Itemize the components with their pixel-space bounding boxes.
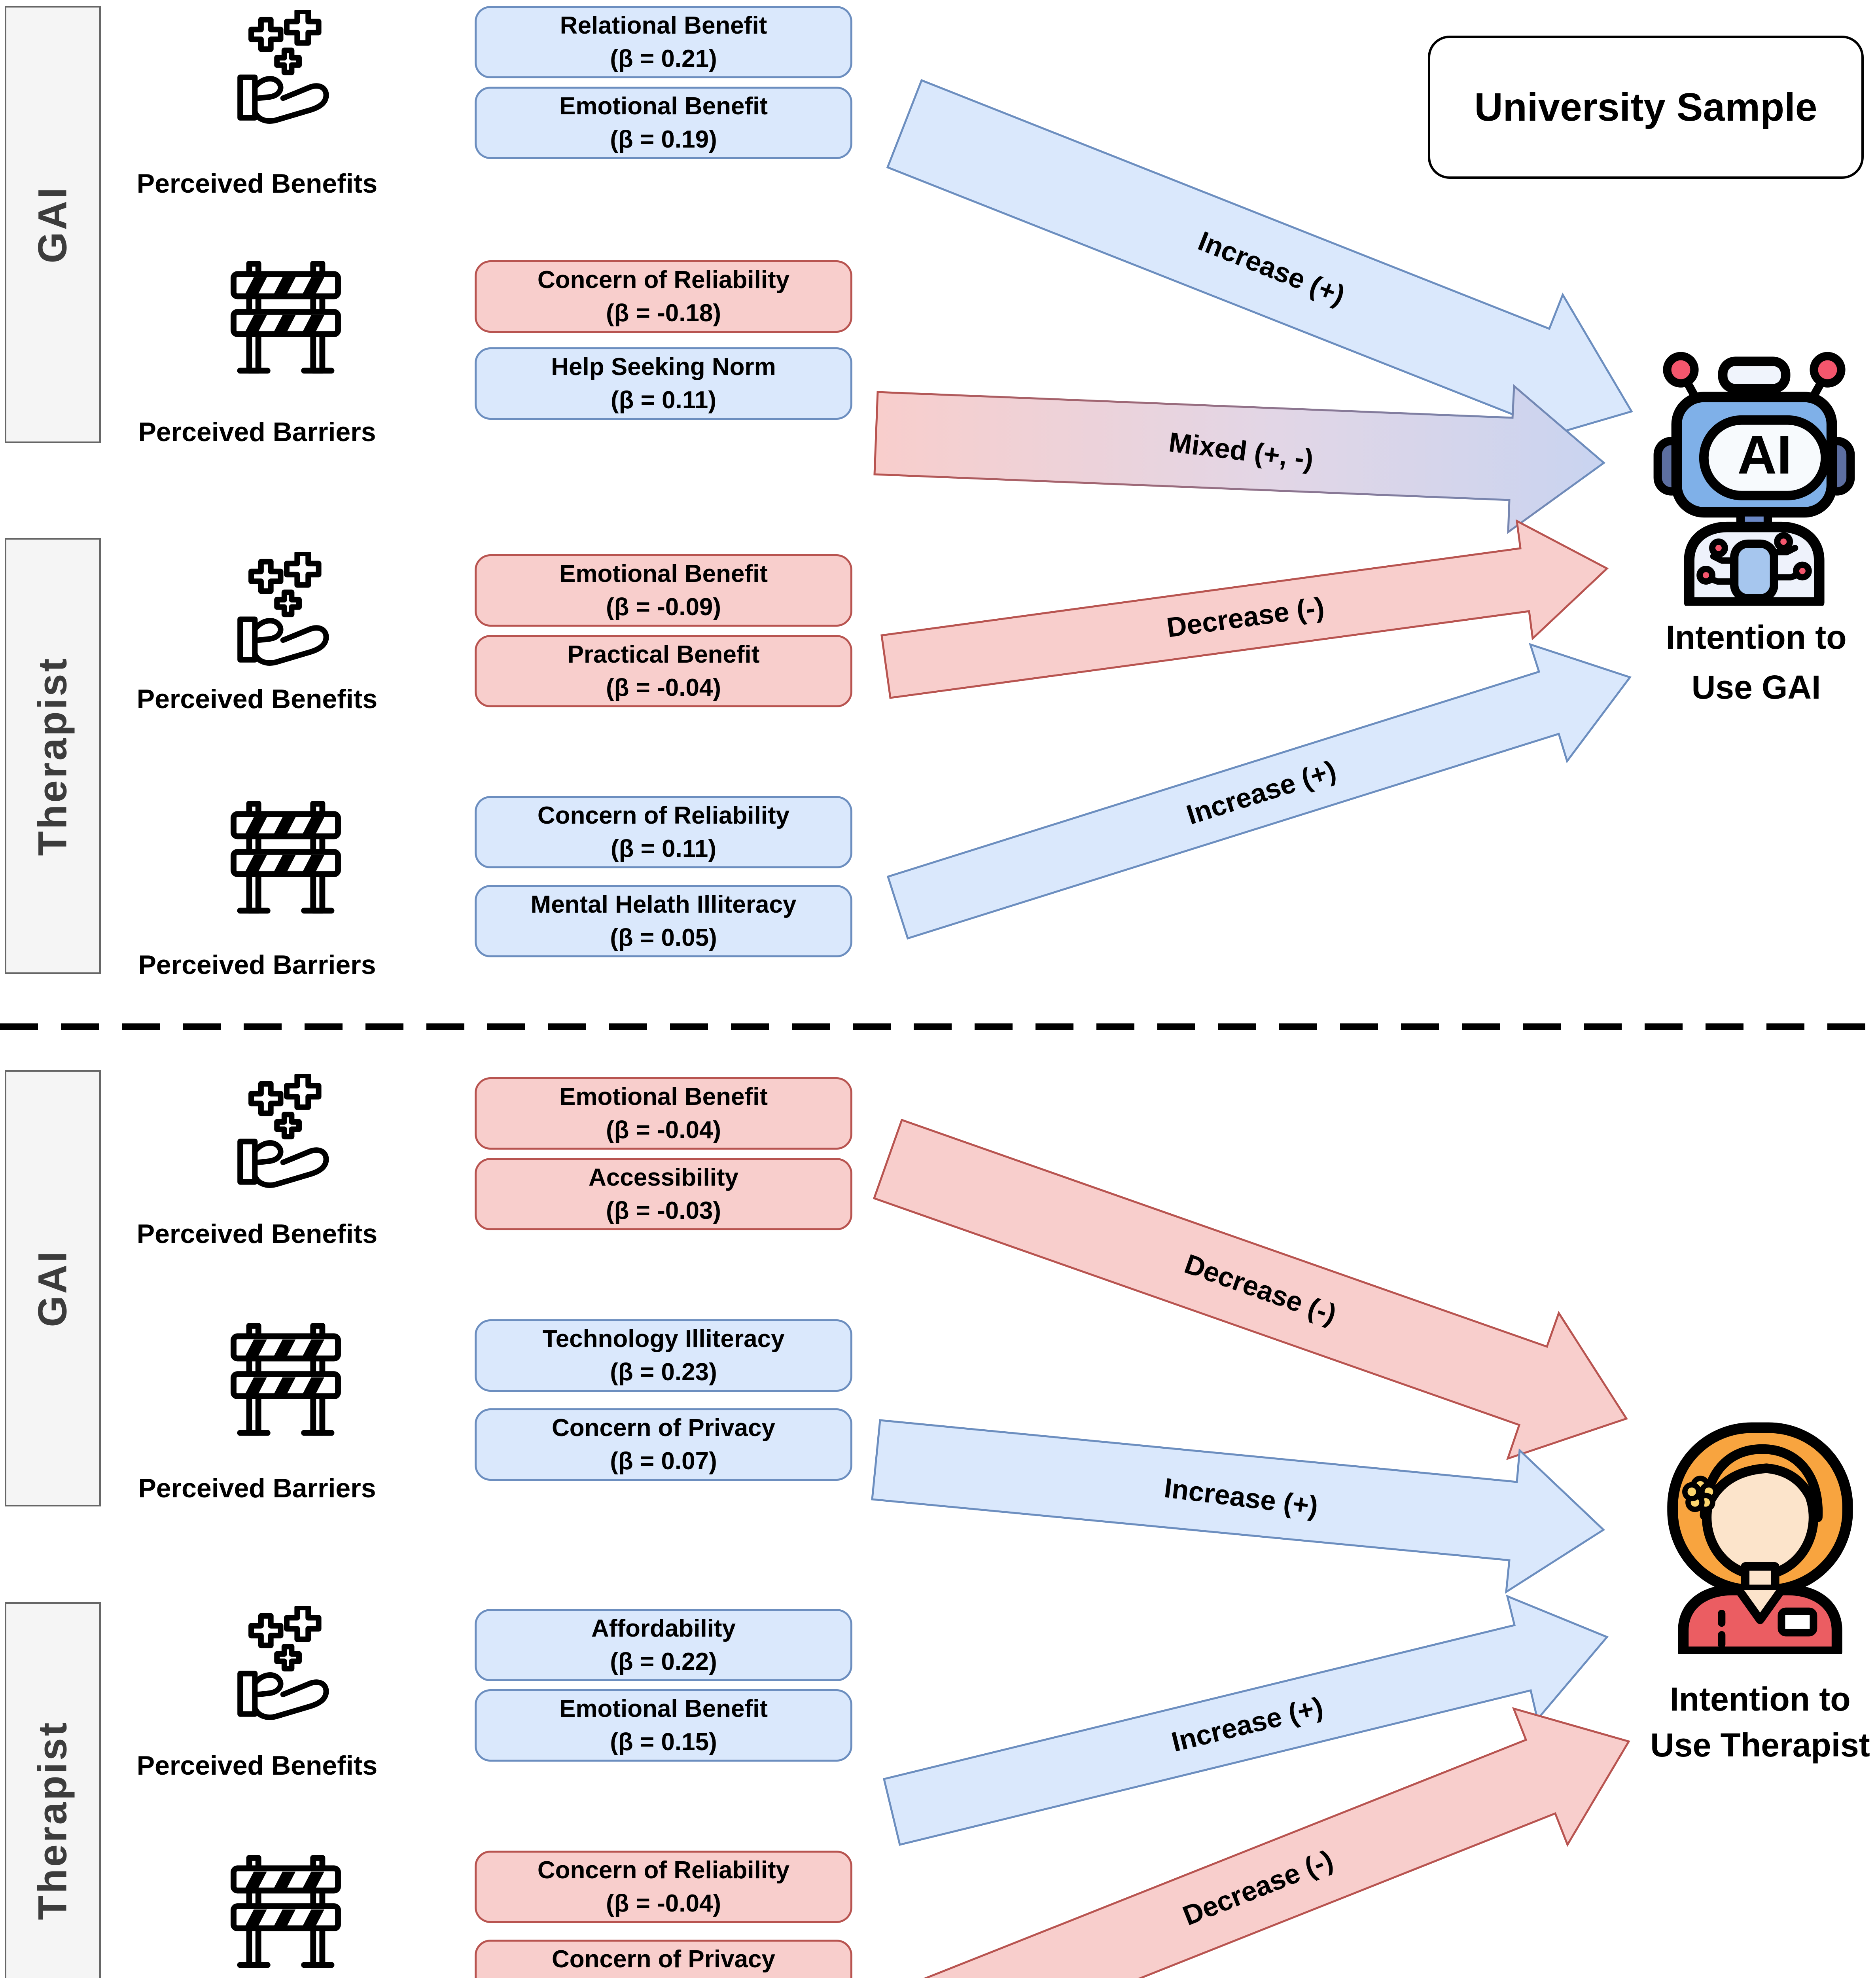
predictor-beta: (β = 0.21)	[610, 45, 717, 72]
predictor-label: Concern of Reliability	[537, 802, 790, 830]
sidebar-therapist-top: Therapist	[5, 538, 101, 974]
predictor-beta: (β = -0.04)	[606, 1889, 721, 1917]
predictor-box: Emotional Benefit (β = -0.09)	[475, 554, 852, 627]
ai-robot-icon: AI	[1649, 338, 1859, 608]
barrier-icon	[218, 793, 354, 924]
robot-face-text: AI	[1738, 424, 1792, 485]
group-label-benefits: Perceived Benefits	[136, 169, 378, 199]
predictor-box: Concern of Reliability (β = -0.04)	[475, 1851, 852, 1923]
predictor-beta: (β = -0.18)	[606, 299, 721, 327]
hand-sparkles-icon	[223, 552, 350, 674]
arrow-gai-barriers-to-therapist	[871, 1419, 1605, 1594]
predictor-beta: (β = -0.04)	[606, 1976, 721, 1978]
predictor-beta: (β = 0.05)	[610, 924, 717, 951]
arrow-therapist-barriers-to-gai	[886, 643, 1632, 940]
outcome-line: Intention to	[1666, 619, 1847, 656]
outcome-label-gai: Intention to Use GAI	[1622, 612, 1876, 712]
sidebar-therapist-bottom: Therapist	[5, 1602, 101, 1978]
predictor-box: Concern of Reliability (β = -0.18)	[475, 260, 852, 333]
predictor-beta: (β = 0.19)	[610, 125, 717, 153]
barrier-icon	[218, 1847, 354, 1978]
sidebar-label: GAI	[30, 186, 75, 263]
arrow-therapist-barriers-to-therapist	[923, 1707, 1630, 1978]
therapist-icon	[1653, 1406, 1867, 1658]
predictor-label: Concern of Privacy	[551, 1946, 776, 1973]
predictor-label: Emotional Benefit	[559, 1083, 768, 1111]
predictor-label: Technology Illiteracy	[542, 1325, 785, 1353]
predictor-box: Affordability (β = 0.22)	[475, 1609, 852, 1681]
arrow-therapist-benefits-to-therapist	[882, 1594, 1609, 1846]
predictor-beta: (β = 0.23)	[610, 1358, 717, 1386]
predictor-label: Emotional Benefit	[559, 93, 768, 120]
predictor-beta: (β = 0.11)	[610, 835, 717, 862]
predictor-beta: (β = -0.04)	[606, 674, 721, 701]
predictor-box: Emotional Benefit (β = 0.19)	[475, 87, 852, 159]
predictor-box: Concern of Privacy (β = -0.04)	[475, 1940, 852, 1978]
outcome-line: Use Therapist	[1650, 1726, 1870, 1764]
predictor-beta: (β = 0.15)	[610, 1728, 717, 1756]
predictor-beta: (β = -0.03)	[606, 1197, 721, 1224]
predictor-label: Concern of Privacy	[551, 1414, 776, 1442]
sidebar-label: GAI	[30, 1249, 75, 1327]
predictor-box: Emotional Benefit (β = 0.15)	[475, 1689, 852, 1762]
sidebar-label: Therapist	[30, 656, 76, 856]
predictor-box: Concern of Privacy (β = 0.07)	[475, 1408, 852, 1481]
group-label-barriers: Perceived Barriers	[138, 1473, 376, 1503]
predictor-box: Practical Benefit (β = -0.04)	[475, 635, 852, 707]
predictor-box: Accessibility (β = -0.03)	[475, 1158, 852, 1230]
outcome-label-therapist: Intention to Use Therapist	[1626, 1677, 1876, 1768]
sidebar-label: Therapist	[30, 1720, 76, 1920]
group-label-benefits: Perceived Benefits	[136, 1219, 378, 1249]
predictor-label: Affordability	[591, 1615, 736, 1643]
barrier-icon	[218, 253, 354, 384]
predictor-box: Help Seeking Norm (β = 0.11)	[475, 347, 852, 420]
predictor-label: Concern of Reliability	[537, 266, 790, 294]
predictor-label: Relational Benefit	[560, 12, 767, 40]
predictor-beta: (β = 0.22)	[610, 1648, 717, 1675]
sidebar-gai-top: GAI	[5, 6, 101, 443]
group-label-barriers: Perceived Barriers	[138, 417, 376, 447]
hand-sparkles-icon	[223, 10, 350, 133]
arrow-gai-benefits-to-therapist	[873, 1118, 1628, 1460]
predictor-box: Emotional Benefit (β = -0.04)	[475, 1077, 852, 1150]
predictor-label: Emotional Benefit	[559, 560, 768, 588]
predictor-label: Accessibility	[588, 1164, 739, 1192]
predictor-beta: (β = -0.09)	[606, 593, 721, 621]
sample-badge: University Sample	[1428, 36, 1864, 179]
group-label-benefits: Perceived Benefits	[136, 684, 378, 714]
predictor-beta: (β = 0.11)	[610, 386, 717, 414]
hand-sparkles-icon	[223, 1606, 350, 1729]
predictor-label: Emotional Benefit	[559, 1695, 768, 1723]
outcome-line: Use GAI	[1691, 669, 1821, 706]
hand-sparkles-icon	[223, 1074, 350, 1197]
predictor-beta: (β = 0.07)	[610, 1447, 717, 1475]
predictor-label: Mental Helath Illiteracy	[530, 891, 797, 919]
predictor-box: Concern of Reliability (β = 0.11)	[475, 796, 852, 868]
predictor-box: Relational Benefit (β = 0.21)	[475, 6, 852, 78]
outcome-line: Intention to	[1670, 1681, 1851, 1718]
predictor-box: Mental Helath Illiteracy (β = 0.05)	[475, 885, 852, 957]
predictor-label: Practical Benefit	[567, 641, 760, 669]
group-label-benefits: Perceived Benefits	[136, 1751, 378, 1781]
arrow-therapist-benefits-to-gai	[880, 519, 1609, 699]
predictor-label: Help Seeking Norm	[551, 353, 776, 381]
group-label-barriers: Perceived Barriers	[138, 950, 376, 980]
predictor-box: Technology Illiteracy (β = 0.23)	[475, 1319, 852, 1392]
predictor-beta: (β = -0.04)	[606, 1116, 721, 1144]
predictor-label: Concern of Reliability	[537, 1857, 790, 1884]
sample-label: University Sample	[1474, 85, 1817, 129]
sidebar-gai-bottom: GAI	[5, 1070, 101, 1506]
arrow-gai-barriers-to-gai	[873, 384, 1606, 534]
barrier-icon	[218, 1315, 354, 1446]
